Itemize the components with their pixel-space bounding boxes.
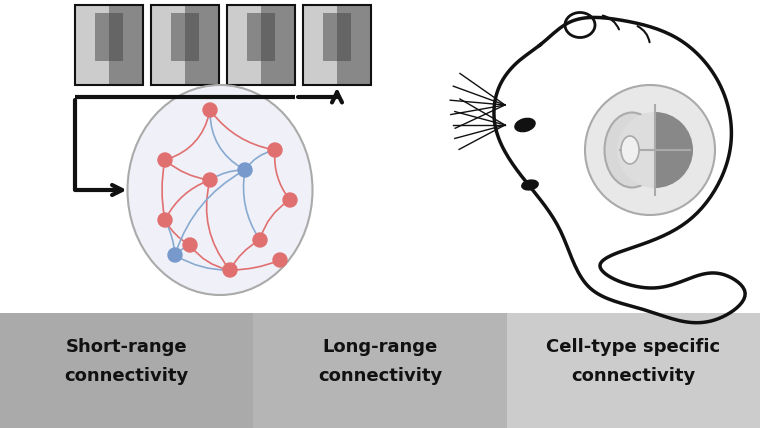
Circle shape: [238, 163, 252, 177]
Text: Long-range
connectivity: Long-range connectivity: [318, 338, 442, 385]
Bar: [151, 5, 219, 85]
Wedge shape: [655, 112, 693, 188]
Bar: [75, 5, 143, 85]
Ellipse shape: [515, 118, 536, 132]
Bar: [0, 313, 253, 428]
Bar: [227, 5, 295, 85]
Wedge shape: [617, 112, 655, 188]
Circle shape: [158, 213, 172, 227]
Bar: [75, 5, 143, 85]
Bar: [75, 5, 109, 85]
Circle shape: [168, 248, 182, 262]
Circle shape: [158, 153, 172, 167]
Circle shape: [273, 253, 287, 267]
Bar: [303, 5, 371, 85]
Bar: [227, 5, 295, 85]
Bar: [303, 5, 371, 85]
Bar: [248, 13, 274, 61]
Ellipse shape: [521, 179, 539, 190]
Circle shape: [223, 263, 237, 277]
Circle shape: [253, 233, 267, 247]
Circle shape: [585, 85, 715, 215]
Bar: [303, 5, 337, 85]
Text: Cell-type specific
connectivity: Cell-type specific connectivity: [546, 338, 720, 385]
Bar: [172, 13, 198, 61]
Text: Short-range
connectivity: Short-range connectivity: [65, 338, 188, 385]
Bar: [151, 5, 185, 85]
Circle shape: [203, 103, 217, 117]
Bar: [324, 13, 350, 61]
Circle shape: [268, 143, 282, 157]
Ellipse shape: [621, 136, 639, 164]
Bar: [151, 5, 219, 85]
Ellipse shape: [604, 113, 660, 187]
Circle shape: [283, 193, 297, 207]
Circle shape: [183, 238, 197, 252]
Circle shape: [203, 173, 217, 187]
Bar: [253, 313, 507, 428]
Bar: [507, 313, 760, 428]
Ellipse shape: [128, 85, 312, 295]
Bar: [96, 13, 122, 61]
Bar: [227, 5, 261, 85]
Ellipse shape: [565, 12, 595, 38]
